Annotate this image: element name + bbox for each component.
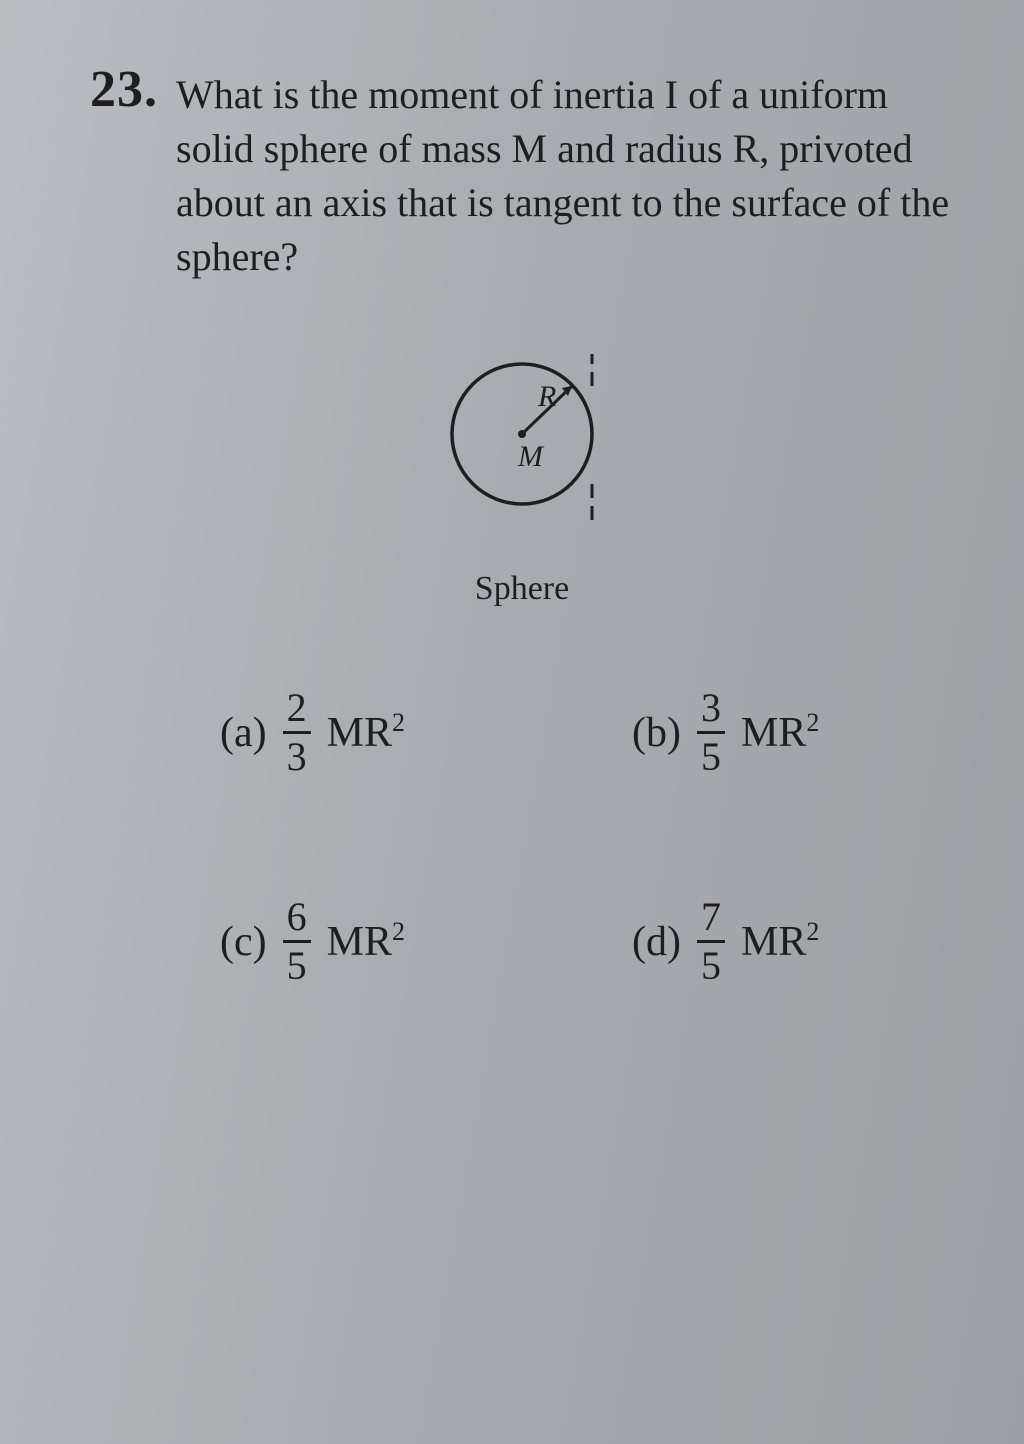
figure-caption: Sphere (422, 570, 622, 608)
option-a-fraction: 2 3 (283, 688, 311, 777)
option-c-tail: MR2 (327, 917, 405, 966)
option-b-fraction: 3 5 (697, 688, 725, 777)
option-c-fraction: 6 5 (283, 897, 311, 986)
option-d-fraction: 7 5 (697, 897, 725, 986)
option-d-label: (d) (632, 918, 681, 966)
option-b-den: 5 (697, 737, 725, 777)
option-a-tail: MR2 (327, 708, 405, 757)
option-c: (c) 6 5 MR2 (220, 897, 512, 986)
question-text: What is the moment of inertia I of a uni… (176, 60, 954, 284)
option-b: (b) 3 5 MR2 (632, 688, 924, 777)
radius-label: R (537, 380, 556, 413)
option-a: (a) 2 3 MR2 (220, 688, 512, 777)
option-c-num: 6 (283, 897, 311, 937)
option-a-num: 2 (283, 688, 311, 728)
option-d-num: 7 (697, 897, 725, 937)
option-d: (d) 7 5 MR2 (632, 897, 924, 986)
option-d-tail: MR2 (741, 917, 819, 966)
option-b-num: 3 (697, 688, 725, 728)
options-grid: (a) 2 3 MR2 (b) 3 5 MR2 (c) 6 5 (90, 648, 954, 986)
option-b-label: (b) (632, 709, 681, 757)
question-number: 23. (90, 60, 158, 119)
option-c-den: 5 (283, 946, 311, 986)
figure-wrap: R M Sphere (90, 324, 954, 608)
option-a-den: 3 (283, 737, 311, 777)
option-d-den: 5 (697, 946, 725, 986)
page: 23. What is the moment of inertia I of a… (0, 0, 1024, 1444)
mass-label: M (517, 440, 545, 473)
sphere-diagram: R M (422, 324, 622, 564)
question-row: 23. What is the moment of inertia I of a… (90, 60, 954, 284)
option-a-label: (a) (220, 709, 267, 757)
figure: R M Sphere (422, 324, 622, 608)
option-b-tail: MR2 (741, 708, 819, 757)
option-c-label: (c) (220, 918, 267, 966)
